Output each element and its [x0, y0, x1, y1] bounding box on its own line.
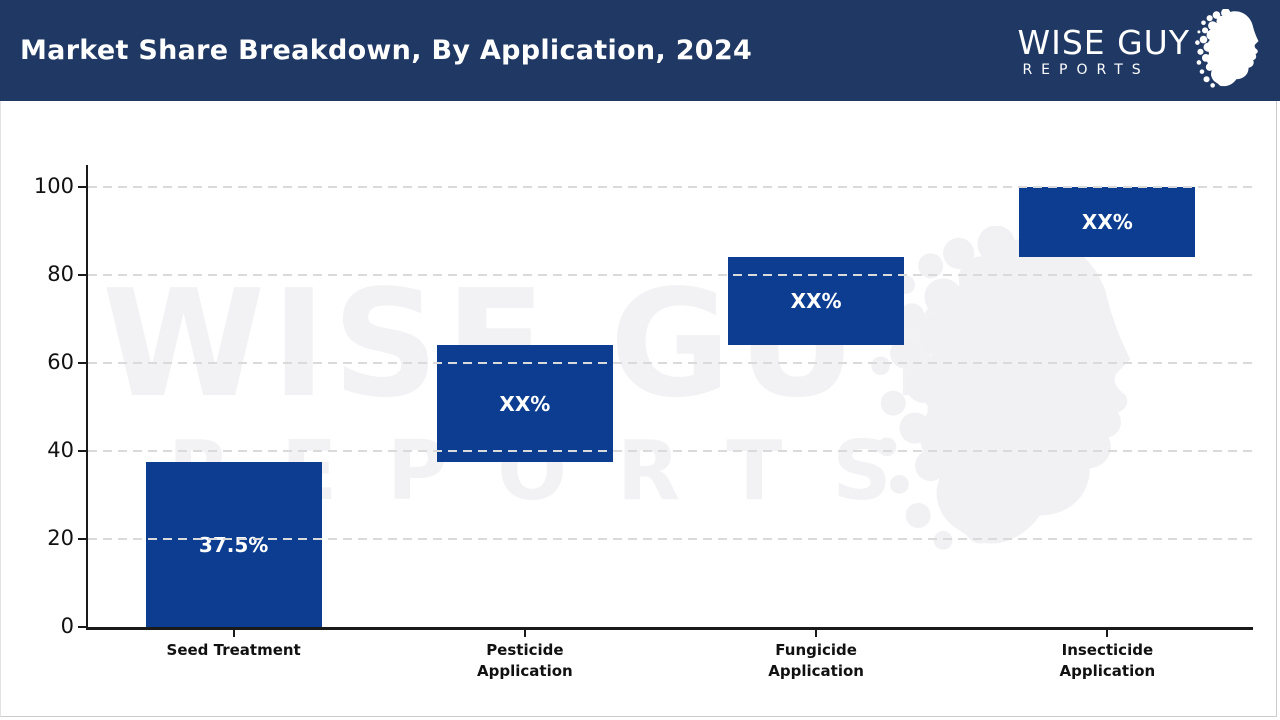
logo-wise-guy-text: WISE GUY — [1017, 23, 1190, 62]
y-tick-label-60: 60 — [47, 350, 74, 374]
y-tick-0 — [78, 626, 86, 628]
y-tick-label-40: 40 — [47, 438, 74, 462]
category-label-2: Pesticide Application — [477, 641, 573, 680]
x-axis-line — [86, 627, 1253, 630]
y-tick-100 — [78, 186, 86, 188]
category-label-4: Insecticide Application — [1059, 641, 1156, 680]
bar-value-label: XX% — [499, 391, 551, 416]
header-bar: Market Share Breakdown, By Application, … — [0, 0, 1280, 101]
logo-reports-text: REPORTS — [1022, 62, 1150, 78]
y-tick-60 — [78, 362, 86, 364]
bar-value-label: XX% — [790, 289, 842, 314]
bar-value-label: XX% — [1081, 210, 1133, 235]
bar-2: XX% — [436, 345, 613, 462]
logo-text: WISE GUY REPORTS — [1017, 23, 1190, 79]
bar-value-label: 37.5% — [198, 532, 269, 557]
bar-1: 37.5% — [145, 462, 322, 627]
x-tick-1 — [232, 630, 235, 637]
x-tick-3 — [815, 630, 818, 637]
page-title: Market Share Breakdown, By Application, … — [20, 35, 753, 66]
wise-guy-reports-logo: WISE GUY REPORTS — [1017, 5, 1270, 97]
y-tick-label-20: 20 — [47, 526, 74, 550]
logo-dotted-face-icon — [1195, 9, 1259, 88]
y-axis-line — [86, 165, 88, 630]
watermark-dotted-face-logo — [871, 226, 1131, 550]
category-label-3: Fungicide Application — [768, 641, 864, 680]
x-tick-2 — [523, 630, 526, 637]
x-tick-4 — [1106, 630, 1109, 637]
y-tick-label-80: 80 — [47, 262, 74, 286]
y-tick-40 — [78, 450, 86, 452]
y-tick-20 — [78, 538, 86, 540]
bar-4: XX% — [1019, 187, 1196, 258]
bar-3: XX% — [728, 257, 905, 346]
category-label-1: Seed Treatment — [166, 641, 301, 659]
y-tick-label-100: 100 — [33, 174, 74, 198]
y-tick-label-0: 0 — [60, 614, 74, 638]
y-tick-80 — [78, 274, 86, 276]
